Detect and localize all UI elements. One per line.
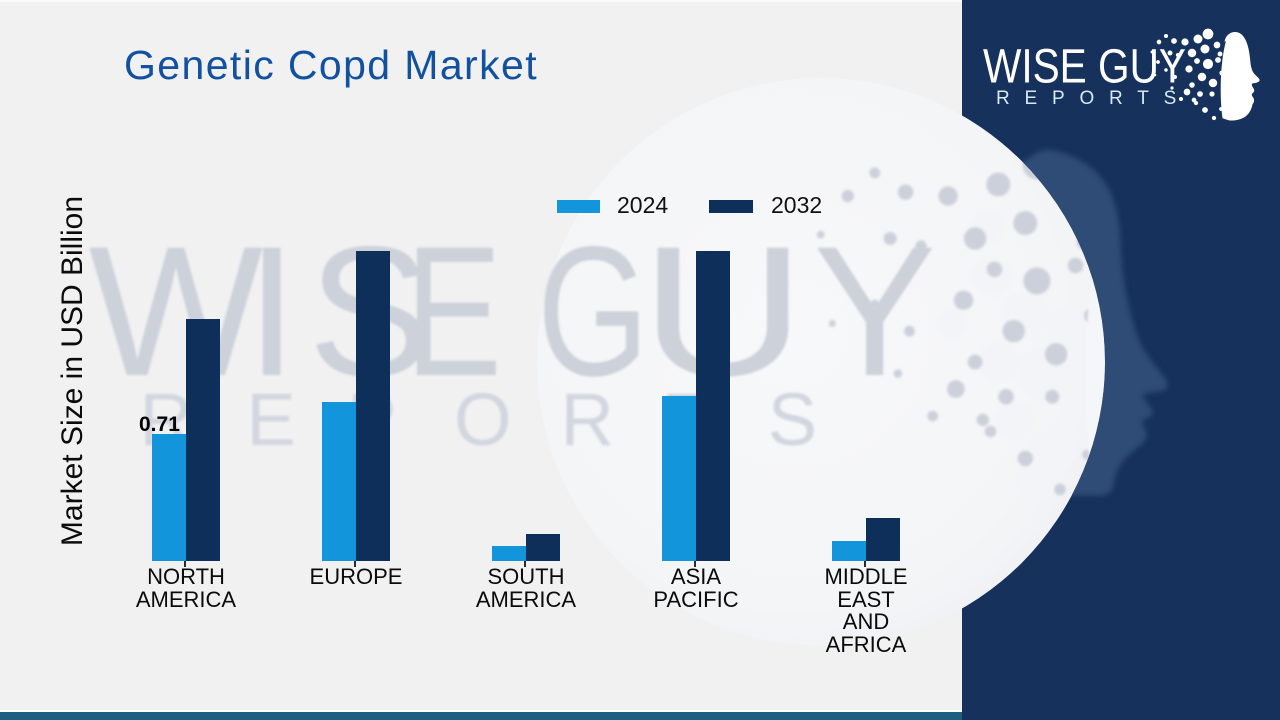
svg-text:E: E — [405, 209, 502, 415]
svg-text:G: G — [537, 209, 649, 415]
svg-text:REPORTS: REPORTS — [996, 88, 1191, 109]
svg-text:WISE GUY: WISE GUY — [983, 41, 1186, 94]
